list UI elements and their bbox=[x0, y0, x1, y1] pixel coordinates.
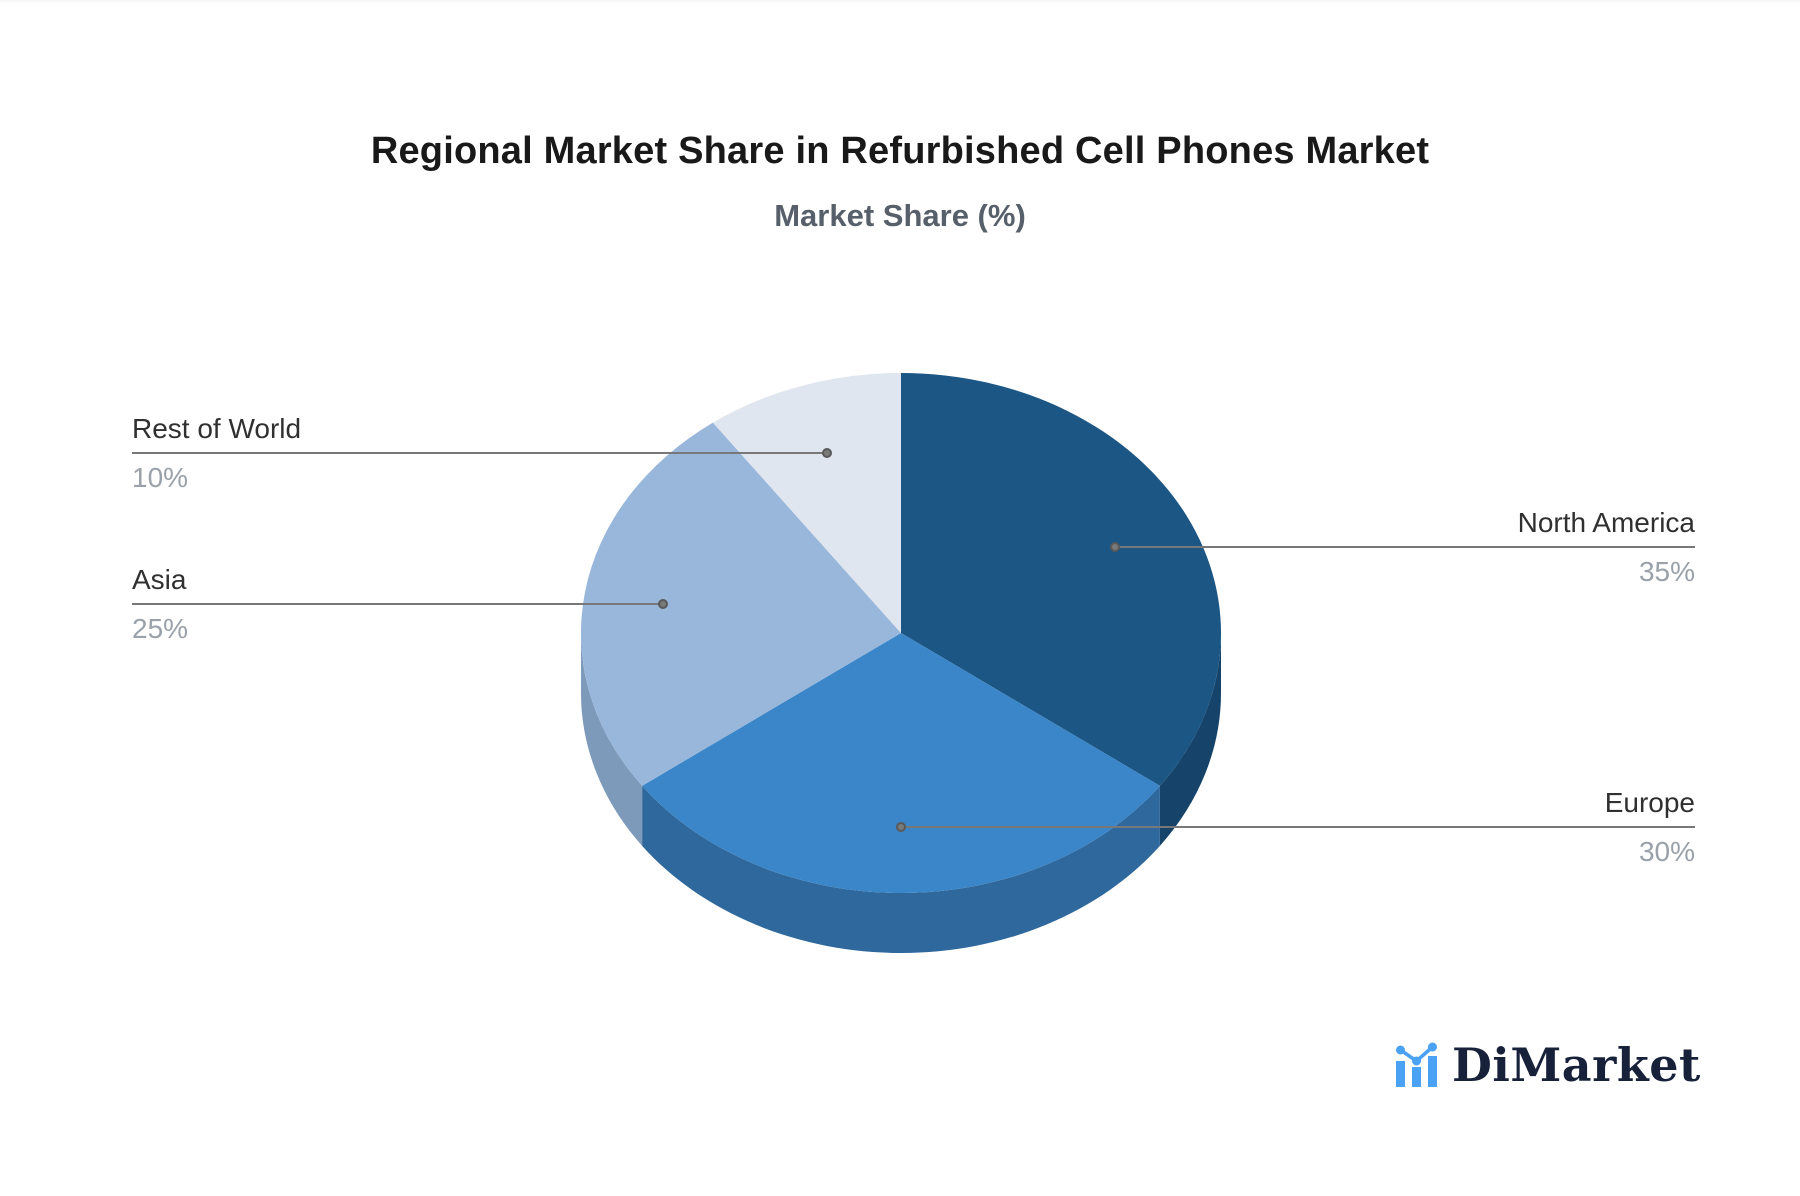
slice-value-rest-of-world: 10% bbox=[132, 462, 189, 493]
top-edge-strip bbox=[0, 0, 1800, 2]
pie-side-europe bbox=[642, 785, 1160, 954]
pie-slice-north-america[interactable] bbox=[901, 373, 1221, 786]
slice-label-asia: Asia bbox=[132, 564, 187, 595]
slice-value-north-america: 35% bbox=[1638, 556, 1695, 587]
pie-side-asia bbox=[581, 633, 643, 846]
page-title: Regional Market Share in Refurbished Cel… bbox=[370, 130, 1430, 172]
pie-side-north-america bbox=[1159, 633, 1221, 846]
leader-dot-europe bbox=[896, 822, 906, 832]
brand-logo: DiMarket bbox=[1396, 1038, 1701, 1092]
bar-chart-logo-icon bbox=[1396, 1042, 1437, 1087]
slice-value-europe: 30% bbox=[1638, 836, 1695, 867]
slice-value-asia: 25% bbox=[132, 613, 189, 644]
leader-line-north-america bbox=[1115, 546, 1695, 548]
leader-line-rest-of-world bbox=[132, 452, 827, 454]
leader-line-europe bbox=[901, 826, 1695, 828]
chart-subtitle: Market Share (%) bbox=[774, 198, 1026, 233]
leader-line-asia bbox=[132, 603, 663, 605]
pie-slice-asia[interactable] bbox=[581, 422, 901, 786]
brand-name: DiMarket bbox=[1452, 1038, 1701, 1092]
pie-slice-europe[interactable] bbox=[642, 633, 1160, 894]
leader-dot-north-america bbox=[1110, 542, 1120, 552]
pie-slice-rest-of-world[interactable] bbox=[712, 373, 901, 633]
slice-label-europe: Europe bbox=[1604, 787, 1695, 818]
slice-label-north-america: North America bbox=[1517, 507, 1695, 538]
leader-dot-asia bbox=[658, 599, 668, 609]
slice-label-rest-of-world: Rest of World bbox=[132, 413, 302, 444]
leader-dot-rest-of-world bbox=[822, 448, 832, 458]
